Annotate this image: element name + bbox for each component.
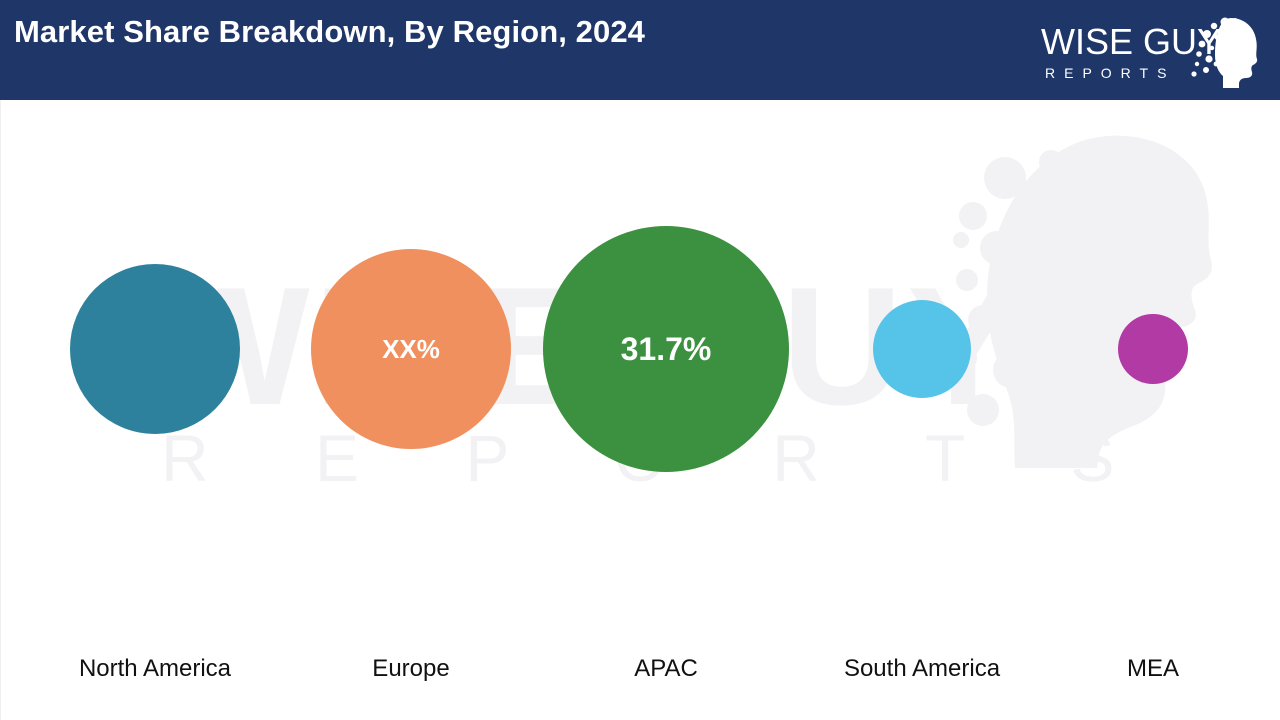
category-label-north-america: North America — [78, 655, 232, 682]
category-label-mea: MEA — [1126, 655, 1180, 682]
chart-canvas: WISE GUY R E P O R T S — [0, 100, 1280, 720]
bubble-value-label: 31.7% — [620, 331, 712, 367]
svg-text:WISE GUY: WISE GUY — [1041, 21, 1221, 62]
category-label-apac: APAC — [634, 655, 698, 682]
category-label-south-america: South America — [843, 655, 1001, 682]
bubble-mea[interactable] — [1118, 314, 1188, 384]
category-label-europe: Europe — [372, 655, 450, 682]
header-bar: Market Share Breakdown, By Region, 2024 … — [0, 0, 1280, 100]
bubble-europe[interactable]: XX% — [311, 249, 511, 449]
page-title: Market Share Breakdown, By Region, 2024 — [14, 14, 646, 49]
brand-logo: WISE GUY REPORTS — [1039, 12, 1264, 90]
bubble-series: XX% 31.7% — [1, 100, 1280, 720]
bubble-north-america[interactable] — [70, 264, 240, 434]
svg-text:REPORTS: REPORTS — [1045, 65, 1175, 81]
bubble-apac[interactable]: 31.7% — [543, 226, 789, 472]
bubble-south-america[interactable] — [873, 300, 971, 398]
category-axis: North America Europe APAC South America MEA — [1, 655, 1280, 715]
bubble-value-label: XX% — [382, 334, 440, 364]
